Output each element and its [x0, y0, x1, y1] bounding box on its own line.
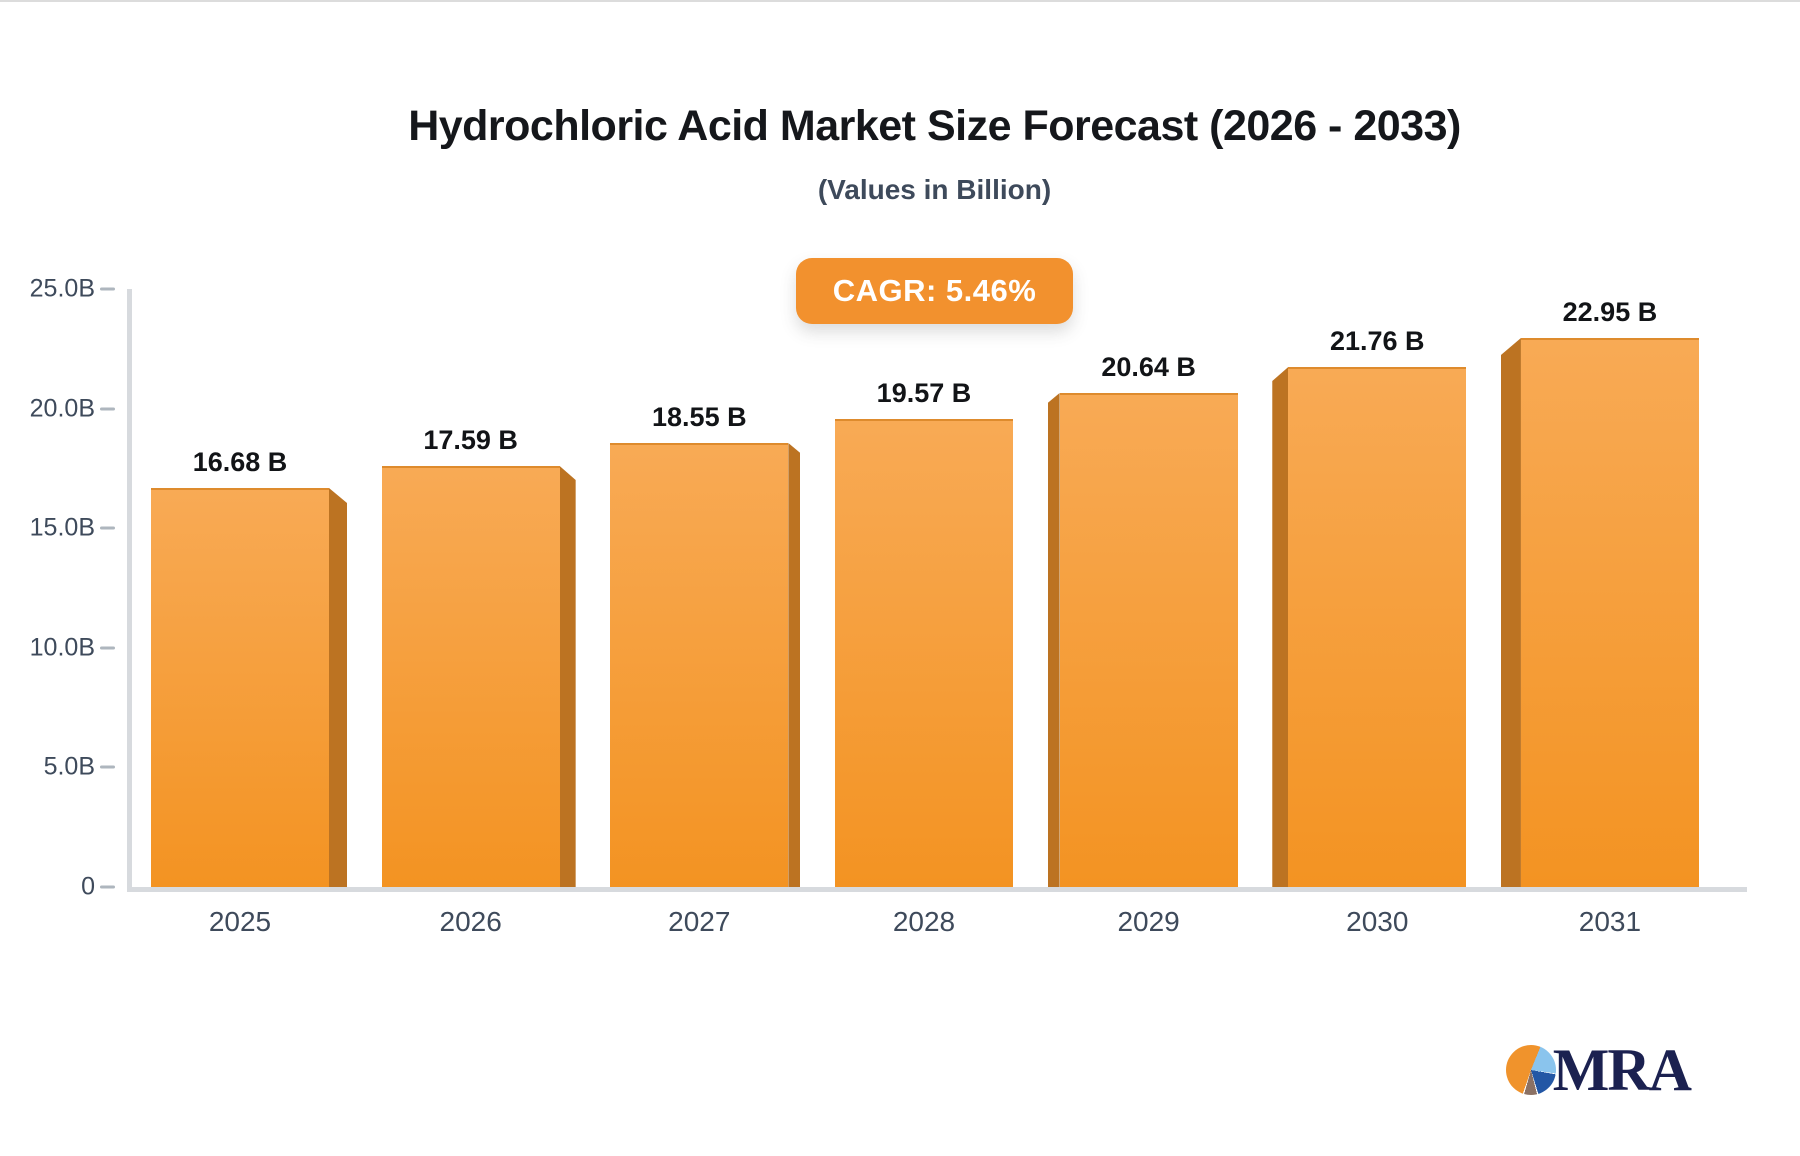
- y-tick-label: 5.0B: [43, 752, 95, 781]
- x-tick-label: 2026: [439, 906, 502, 937]
- y-tick-dash: [100, 885, 115, 889]
- x-tick-label: 2028: [892, 906, 956, 937]
- y-tick-label: 20.0B: [29, 394, 95, 423]
- y-tick-label: 10.0B: [29, 633, 95, 662]
- y-tick-dash: [100, 287, 115, 291]
- x-tick-label: 2031: [1578, 906, 1642, 937]
- bar-group: 18.55 B 2027: [610, 402, 801, 937]
- bar-3d-side: [1047, 393, 1060, 887]
- cagr-badge: CAGR: 5.46%: [795, 258, 1074, 324]
- bar: [381, 466, 560, 887]
- bar-group: 16.68 B 2025: [151, 447, 347, 937]
- chart-subtitle: (Values in Billion): [817, 174, 1052, 205]
- x-tick-label: 2027: [668, 906, 731, 937]
- bar: [1520, 338, 1699, 887]
- bar-3d-side: [559, 466, 576, 887]
- bar-3d-side: [329, 488, 347, 887]
- x-axis-line: [127, 887, 1747, 892]
- bar: [1288, 367, 1467, 887]
- y-tick-dash: [100, 646, 115, 650]
- bar-group: 19.57 B 2028: [834, 378, 1013, 937]
- x-tick-label: 2025: [208, 906, 272, 937]
- bar: [151, 488, 329, 887]
- x-tick-label: 2029: [1117, 906, 1180, 937]
- bar-3d-side: [788, 443, 801, 887]
- plot-area: 16.68 B 2025 17.59 B 2026 18.55 B 2027 19.57 B…: [30, 275, 1747, 937]
- bar: [834, 419, 1013, 887]
- bar: [1059, 393, 1238, 887]
- bar-3d-side: [1272, 367, 1289, 887]
- x-tick-label: 2030: [1346, 906, 1409, 937]
- bar-group: 20.64 B 2029: [1047, 352, 1238, 937]
- bar-value-label: 21.76 B: [1329, 326, 1425, 356]
- bar-value-label: 17.59 B: [423, 425, 518, 455]
- y-tick-label: 15.0B: [29, 513, 95, 542]
- cagr-badge-row: CAGR: 5.46%: [127, 258, 1742, 324]
- y-tick-label: 0: [81, 872, 95, 901]
- logo-text: MRA: [1552, 1037, 1692, 1103]
- bar-value-label: 20.64 B: [1101, 352, 1196, 382]
- bar-group: 17.59 B 2026: [381, 425, 576, 937]
- bar-value-label: 22.95 B: [1562, 297, 1658, 327]
- bar-value-label: 19.57 B: [876, 378, 972, 408]
- bar-value-label: 18.55 B: [652, 402, 747, 432]
- y-tick-dash: [100, 765, 115, 769]
- bar: [610, 443, 789, 887]
- bar-3d-side: [1500, 338, 1521, 887]
- pie-chart-icon: [1505, 1045, 1556, 1095]
- y-tick-dash: [100, 526, 115, 530]
- bar-group: 21.76 B 2030: [1272, 326, 1467, 937]
- chart-title: Hydrochloric Acid Market Size Forecast (…: [408, 102, 1461, 150]
- bar-group: 22.95 B 2031: [1500, 297, 1699, 937]
- brand-logo: MRA: [1505, 1037, 1692, 1103]
- y-tick-label: 25.0B: [29, 274, 95, 303]
- y-tick-dash: [100, 407, 115, 411]
- bars-container: 16.68 B 2025 17.59 B 2026 18.55 B 2027 19.57 B…: [132, 289, 1747, 937]
- bar-value-label: 16.68 B: [192, 447, 288, 477]
